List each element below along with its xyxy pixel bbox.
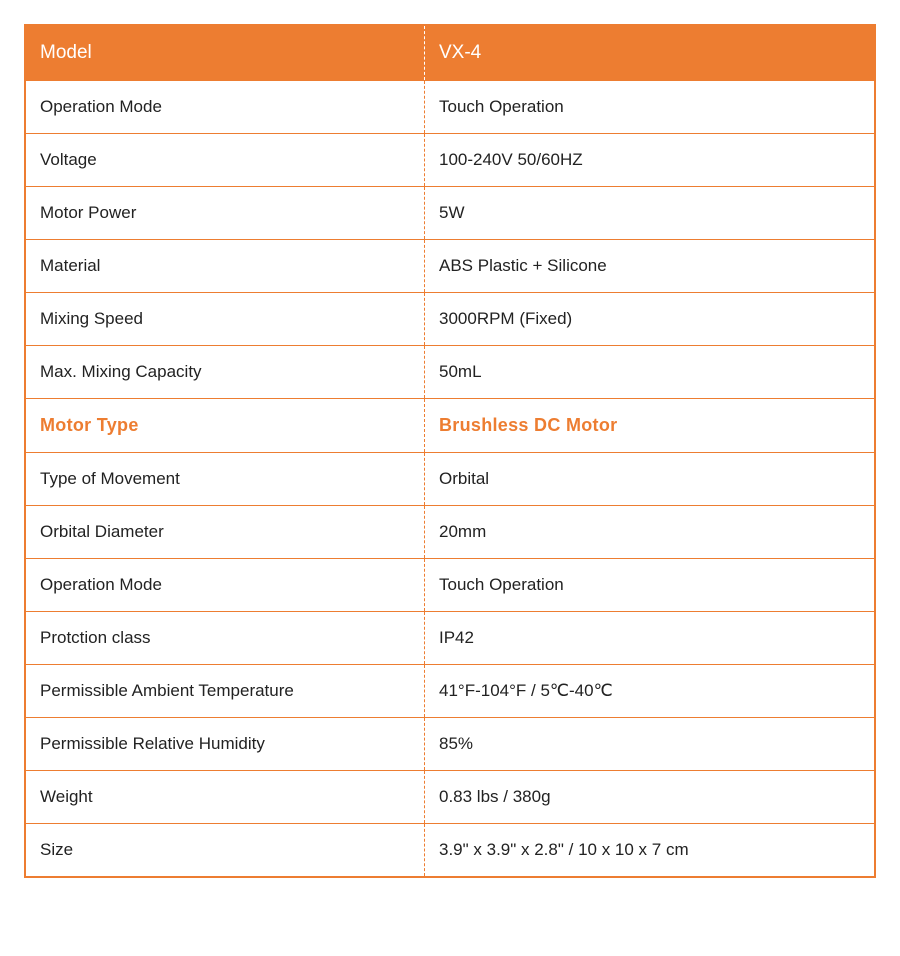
row-label-cell: Weight xyxy=(25,771,425,824)
table-row: Permissible Ambient Temperature41°F-104°… xyxy=(25,665,875,718)
row-value-cell: Brushless DC Motor xyxy=(425,399,876,453)
table-row: Operation ModeTouch Operation xyxy=(25,559,875,612)
table-row: Motor TypeBrushless DC Motor xyxy=(25,399,875,453)
table-row: Voltage100-240V 50/60HZ xyxy=(25,134,875,187)
row-label-cell: Permissible Relative Humidity xyxy=(25,718,425,771)
row-value-cell: 3000RPM (Fixed) xyxy=(425,293,876,346)
row-value-cell: 41°F-104°F / 5℃-40℃ xyxy=(425,665,876,718)
table-row: Mixing Speed3000RPM (Fixed) xyxy=(25,293,875,346)
table-row: Motor Power5W xyxy=(25,187,875,240)
row-label-cell: Operation Mode xyxy=(25,81,425,134)
row-value-cell: Touch Operation xyxy=(425,559,876,612)
row-label-cell: Permissible Ambient Temperature xyxy=(25,665,425,718)
spec-table: Model VX-4 Operation ModeTouch Operation… xyxy=(24,24,876,878)
row-label-cell: Orbital Diameter xyxy=(25,506,425,559)
row-label-cell: Material xyxy=(25,240,425,293)
row-value-cell: 85% xyxy=(425,718,876,771)
table-row: MaterialABS Plastic + Silicone xyxy=(25,240,875,293)
row-label-cell: Size xyxy=(25,824,425,878)
header-label-cell: Model xyxy=(25,25,425,81)
row-label-cell: Voltage xyxy=(25,134,425,187)
spec-table-body: Model VX-4 Operation ModeTouch Operation… xyxy=(25,25,875,877)
row-value-cell: 100-240V 50/60HZ xyxy=(425,134,876,187)
row-label-cell: Motor Power xyxy=(25,187,425,240)
row-value-cell: Orbital xyxy=(425,453,876,506)
row-value-cell: Touch Operation xyxy=(425,81,876,134)
row-label-cell: Operation Mode xyxy=(25,559,425,612)
row-value-cell: 20mm xyxy=(425,506,876,559)
header-value-cell: VX-4 xyxy=(425,25,876,81)
row-value-cell: 5W xyxy=(425,187,876,240)
row-value-cell: 50mL xyxy=(425,346,876,399)
row-label-cell: Type of Movement xyxy=(25,453,425,506)
row-value-cell: IP42 xyxy=(425,612,876,665)
row-value-cell: ABS Plastic + Silicone xyxy=(425,240,876,293)
table-row: Operation ModeTouch Operation xyxy=(25,81,875,134)
row-label-cell: Max. Mixing Capacity xyxy=(25,346,425,399)
table-row: Size3.9" x 3.9" x 2.8" / 10 x 10 x 7 cm xyxy=(25,824,875,878)
table-row: Max. Mixing Capacity50mL xyxy=(25,346,875,399)
table-header-row: Model VX-4 xyxy=(25,25,875,81)
row-label-cell: Mixing Speed xyxy=(25,293,425,346)
table-row: Protction classIP42 xyxy=(25,612,875,665)
table-row: Type of MovementOrbital xyxy=(25,453,875,506)
row-value-cell: 0.83 lbs / 380g xyxy=(425,771,876,824)
row-label-cell: Motor Type xyxy=(25,399,425,453)
table-row: Weight0.83 lbs / 380g xyxy=(25,771,875,824)
row-label-cell: Protction class xyxy=(25,612,425,665)
table-row: Permissible Relative Humidity85% xyxy=(25,718,875,771)
row-value-cell: 3.9" x 3.9" x 2.8" / 10 x 10 x 7 cm xyxy=(425,824,876,878)
table-row: Orbital Diameter20mm xyxy=(25,506,875,559)
